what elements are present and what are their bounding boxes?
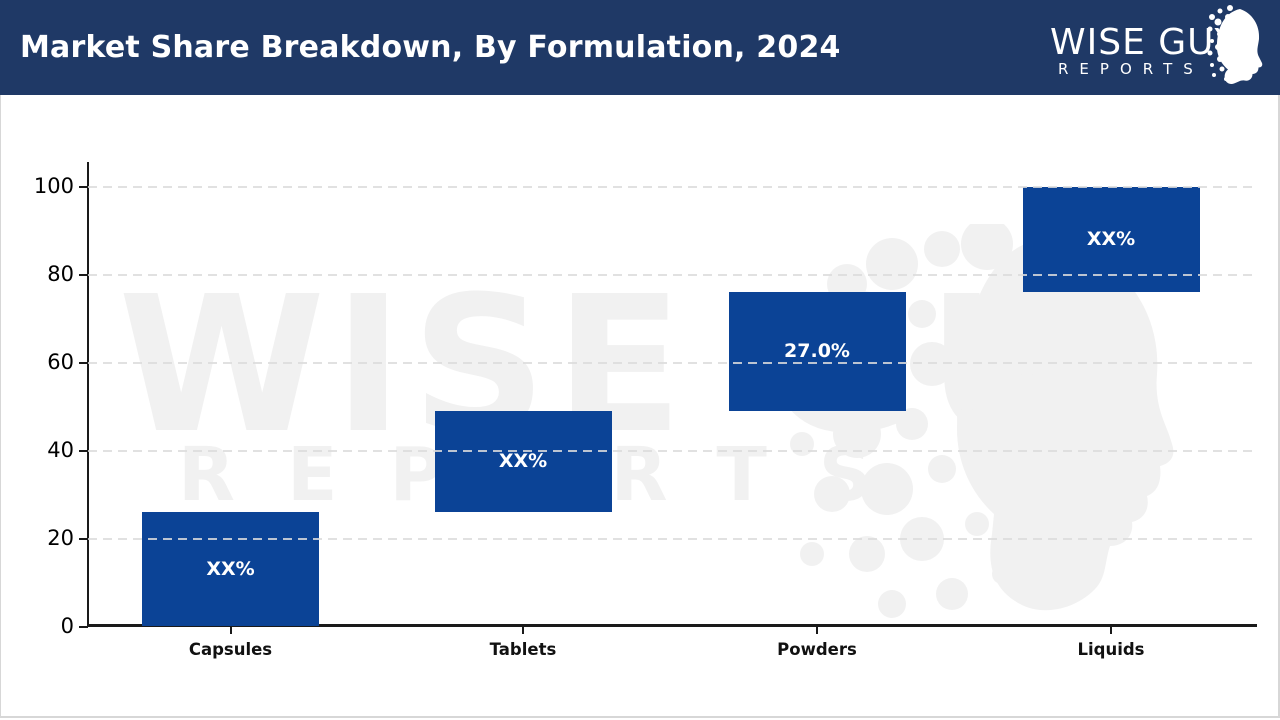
page-bottom-border [0, 716, 1280, 718]
bar-value-label: XX% [1086, 228, 1136, 251]
x-tick-mark [229, 627, 232, 634]
x-axis-label-liquids: Liquids [1077, 640, 1145, 659]
y-axis-label-80: 80 [47, 261, 74, 286]
x-tick-mark [816, 627, 818, 634]
chart-title: Market Share Breakdown, By Formulation, … [20, 30, 841, 65]
y-axis-line [87, 162, 89, 627]
wise-guy-logo: WISE GUY REPORTS [1018, 0, 1268, 95]
gridline-20 [88, 537, 1252, 540]
y-axis-label-60: 60 [47, 349, 74, 374]
gridline-60 [88, 361, 1252, 364]
y-axis-label-0: 0 [60, 613, 74, 638]
chart-bar-powders: 27.0% [728, 292, 906, 411]
logo-face-icon [1207, 5, 1263, 84]
x-axis-label-capsules: Capsules [188, 640, 273, 659]
y-axis-label-20: 20 [47, 525, 74, 550]
x-axis-line [87, 624, 1257, 627]
x-tick-mark [1110, 627, 1112, 634]
header-bar: Market Share Breakdown, By Formulation, … [0, 0, 1280, 95]
chart-bar-capsules: XX% [142, 512, 319, 627]
y-axis-label-40: 40 [47, 437, 74, 462]
chart-bar-liquids: XX% [1022, 186, 1200, 293]
page-left-border [0, 95, 1, 718]
logo-wordmark: WISE GUY [1050, 22, 1238, 63]
x-axis-label-powders: Powders [777, 640, 857, 659]
y-tick-mark [79, 185, 88, 188]
y-tick-mark [79, 361, 88, 364]
gridline-80 [88, 273, 1252, 276]
chart-bar-tablets: XX% [434, 410, 612, 513]
x-axis-label-tablets: Tablets [489, 640, 557, 659]
y-tick-mark [79, 273, 88, 276]
y-axis-label-100: 100 [33, 173, 74, 198]
logo-tagline: REPORTS [1058, 60, 1204, 78]
bar-value-label: XX% [206, 558, 255, 581]
bar-value-label: 27.0% [784, 340, 850, 363]
page-right-border [1278, 95, 1280, 718]
y-tick-mark [79, 625, 88, 628]
y-tick-mark [79, 537, 88, 540]
bar-value-label: XX% [498, 450, 548, 473]
y-tick-mark [79, 449, 88, 452]
x-tick-mark [522, 627, 524, 634]
gridline-40 [88, 449, 1252, 452]
gridline-100 [88, 185, 1252, 188]
